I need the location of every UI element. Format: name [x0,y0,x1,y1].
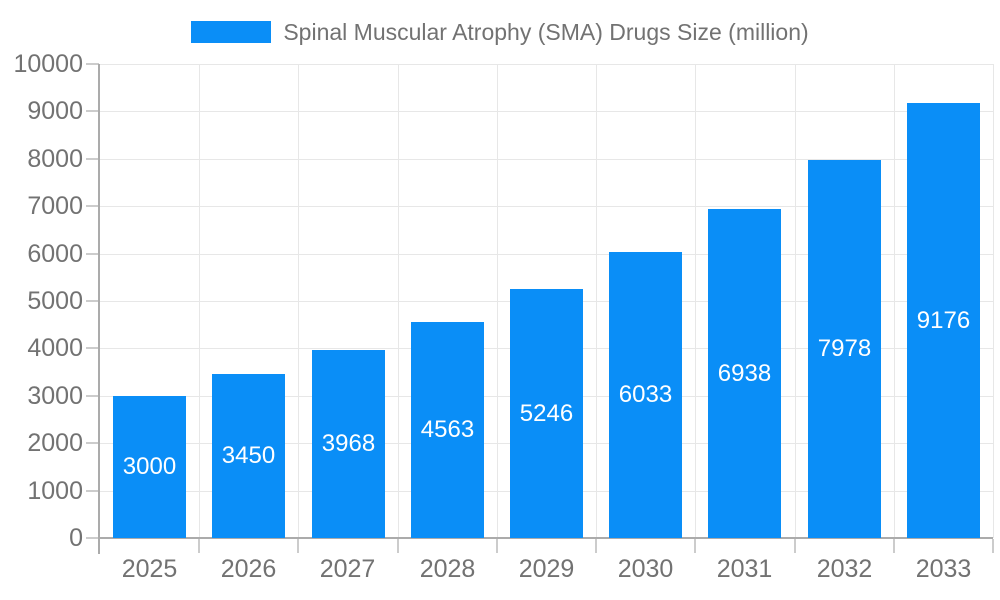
bar[interactable] [411,322,484,538]
gridline-horizontal [100,254,993,255]
y-axis-tick [86,442,99,444]
gridline-vertical [795,64,796,538]
gridline-vertical [497,64,498,538]
y-axis-label: 5000 [27,287,83,315]
gridline-horizontal [100,111,993,112]
chart-legend: Spinal Muscular Atrophy (SMA) Drugs Size… [0,17,1000,47]
x-axis-label: 2026 [220,555,277,583]
x-axis-tick [992,539,994,553]
y-axis-tick [86,395,99,397]
gridline-vertical [398,64,399,538]
bar[interactable] [907,103,980,538]
y-axis-tick [86,205,99,207]
x-axis-label: 2029 [518,555,575,583]
x-axis-tick [496,539,498,553]
bar-value-label: 3450 [221,442,276,469]
y-axis-tick [86,300,99,302]
gridline-vertical [298,64,299,538]
legend-swatch [191,21,272,43]
bar-value-label: 6938 [717,360,772,387]
x-axis-tick [397,539,399,553]
gridline-vertical [993,64,994,538]
y-axis-tick [86,63,99,65]
y-axis-tick [86,158,99,160]
gridline-horizontal [100,159,993,160]
y-axis-label: 10000 [13,50,83,78]
y-axis-line [98,64,100,554]
y-axis-label: 4000 [27,334,83,362]
bar[interactable] [708,209,781,538]
bar-value-label: 4563 [420,416,475,443]
y-axis-tick [86,490,99,492]
y-axis-tick [86,110,99,112]
gridline-horizontal [100,64,993,65]
x-axis-tick [694,539,696,553]
y-axis-label: 1000 [27,477,83,505]
x-axis-label: 2028 [419,555,476,583]
x-axis-line [100,537,993,539]
gridline-vertical [894,64,895,538]
bar[interactable] [808,160,881,538]
y-axis-tick [86,253,99,255]
x-axis-tick [794,539,796,553]
bar[interactable] [212,374,285,538]
chart-title: Spinal Muscular Atrophy (SMA) Drugs Size… [283,19,809,45]
gridline-vertical [199,64,200,538]
gridline-horizontal [100,206,993,207]
y-axis-label: 7000 [27,192,83,220]
y-axis-label: 6000 [27,240,83,268]
y-axis-tick [86,347,99,349]
bar-value-label: 3968 [321,430,376,457]
x-axis-label: 2025 [121,555,178,583]
y-axis-label: 0 [69,524,83,552]
y-axis-label: 2000 [27,429,83,457]
bar-value-label: 6033 [618,381,673,408]
bar[interactable] [609,252,682,538]
y-axis-label: 9000 [27,97,83,125]
bar[interactable] [312,350,385,538]
x-axis-tick [198,539,200,553]
x-axis-label: 2033 [915,555,972,583]
x-axis-label: 2027 [319,555,376,583]
y-axis-label: 3000 [27,382,83,410]
bar[interactable] [113,396,186,538]
bar-value-label: 9176 [916,307,971,334]
bar-value-label: 3000 [122,453,177,480]
y-axis-label: 8000 [27,145,83,173]
gridline-vertical [596,64,597,538]
x-axis-label: 2032 [816,555,873,583]
y-axis-tick [86,537,99,539]
x-axis-tick [297,539,299,553]
x-axis-label: 2031 [716,555,773,583]
x-axis-tick [893,539,895,553]
bar-value-label: 5246 [519,400,574,427]
gridline-vertical [695,64,696,538]
x-axis-tick [595,539,597,553]
bar[interactable] [510,289,583,538]
bar-value-label: 7978 [817,335,872,362]
x-axis-label: 2030 [617,555,674,583]
